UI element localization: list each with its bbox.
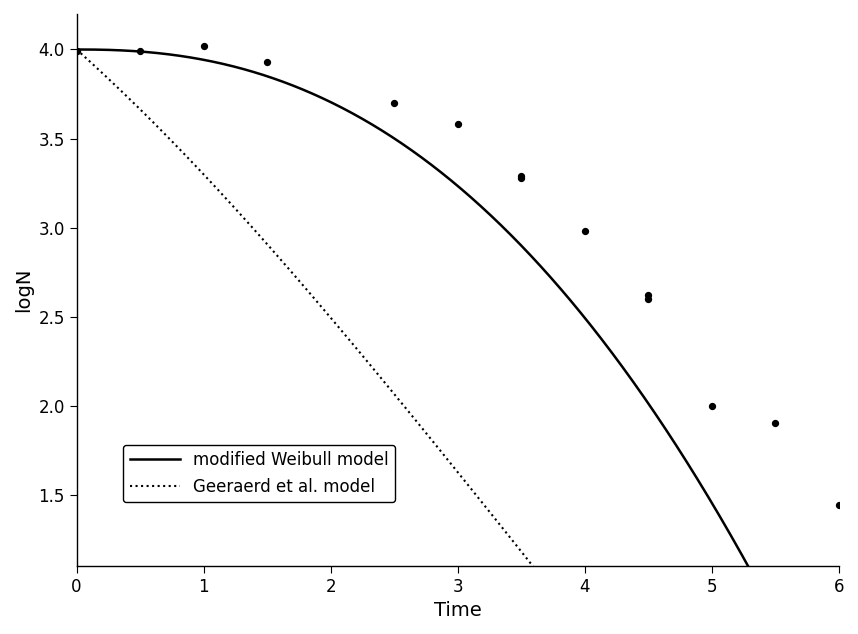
modified Weibull model bbox=[380, 129, 390, 136]
modified Weibull model bbox=[408, 147, 418, 155]
Point bbox=[578, 226, 592, 236]
Line: modified Weibull model: modified Weibull model bbox=[76, 49, 839, 634]
Point bbox=[69, 46, 83, 56]
Point bbox=[642, 290, 656, 301]
Point bbox=[451, 119, 465, 129]
X-axis label: Time: Time bbox=[434, 601, 481, 620]
Legend: modified Weibull model, Geeraerd et al. model: modified Weibull model, Geeraerd et al. … bbox=[123, 444, 396, 502]
modified Weibull model bbox=[149, 49, 160, 56]
modified Weibull model bbox=[666, 434, 676, 441]
Point bbox=[642, 294, 656, 304]
Point bbox=[260, 57, 274, 67]
Point bbox=[769, 418, 782, 429]
Point bbox=[832, 500, 846, 510]
Point bbox=[196, 41, 210, 51]
modified Weibull model bbox=[595, 333, 605, 341]
modified Weibull model bbox=[71, 46, 82, 53]
Line: Geeraerd et al. model: Geeraerd et al. model bbox=[76, 49, 839, 634]
Point bbox=[515, 172, 529, 183]
Geeraerd et al. model bbox=[71, 46, 82, 53]
modified Weibull model bbox=[680, 455, 690, 463]
Point bbox=[515, 171, 529, 181]
Point bbox=[387, 98, 401, 108]
Y-axis label: logN: logN bbox=[14, 268, 33, 312]
Geeraerd et al. model bbox=[380, 379, 390, 387]
Point bbox=[705, 401, 719, 411]
Geeraerd et al. model bbox=[149, 120, 160, 127]
Geeraerd et al. model bbox=[408, 412, 418, 420]
Point bbox=[133, 46, 147, 56]
